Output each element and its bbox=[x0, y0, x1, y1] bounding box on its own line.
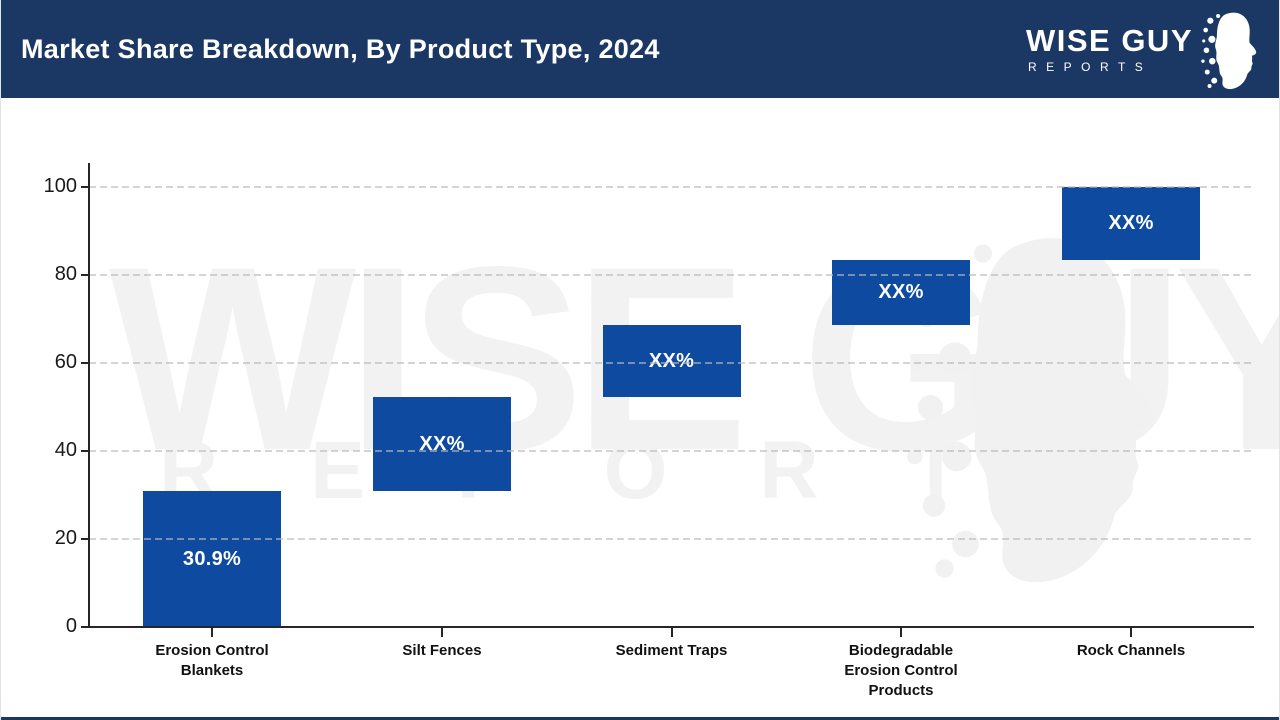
y-axis-tick bbox=[81, 186, 89, 188]
gridline bbox=[89, 450, 1254, 452]
x-axis-category-label: Sediment Traps bbox=[615, 642, 728, 659]
wiseguy-logo-text: WISE GUY REPORTS bbox=[1026, 25, 1193, 74]
bar-value-label: XX% bbox=[419, 432, 465, 455]
y-axis-tick-label: 20 bbox=[54, 527, 77, 549]
x-axis-category-label: Erosion Control Blankets bbox=[155, 642, 269, 679]
bar-value-label: 30.9% bbox=[182, 547, 242, 570]
y-axis-tick bbox=[81, 274, 89, 276]
x-axis-tick bbox=[670, 628, 673, 637]
bar-sediment-traps: XX% bbox=[602, 325, 741, 398]
wiseguy-logo-face-icon bbox=[1201, 12, 1257, 89]
x-axis-tick bbox=[1130, 628, 1132, 637]
x-axis-category-label: Biodegradable Erosion Control Products bbox=[844, 642, 958, 699]
y-axis-line bbox=[88, 163, 90, 628]
wiseguy-logo: WISE GUY REPORTS bbox=[1026, 9, 1257, 90]
bar-silt-fences: XX% bbox=[373, 397, 511, 492]
x-axis-tick bbox=[211, 628, 213, 637]
gridline bbox=[89, 538, 1254, 540]
y-axis-tick-label: 0 bbox=[65, 615, 77, 637]
y-axis-tick bbox=[81, 450, 89, 452]
bar-erosion-control-blankets: 30.9% bbox=[143, 491, 281, 627]
x-axis-tick bbox=[441, 628, 443, 637]
x-axis-line bbox=[88, 626, 1254, 628]
gridline bbox=[89, 362, 1254, 364]
y-axis-tick-label: 40 bbox=[54, 439, 77, 461]
y-axis-tick bbox=[81, 626, 89, 628]
x-axis-tick bbox=[900, 628, 902, 637]
y-axis-tick-label: 100 bbox=[43, 175, 77, 197]
chart-title: Market Share Breakdown, By Product Type,… bbox=[21, 33, 660, 64]
bar-rock-channels: XX% bbox=[1062, 187, 1200, 261]
gridline bbox=[89, 274, 1254, 276]
y-axis-tick-label: 60 bbox=[54, 351, 77, 373]
bar-biodegradable-erosion-control-products: XX% bbox=[832, 260, 970, 326]
bar-value-label: XX% bbox=[878, 281, 924, 304]
bar-value-label: XX% bbox=[648, 349, 695, 372]
header-bar: Market Share Breakdown, By Product Type,… bbox=[1, 0, 1279, 98]
y-axis-tick bbox=[81, 362, 89, 364]
y-axis-tick bbox=[81, 538, 89, 540]
x-axis-category-label: Silt Fences bbox=[402, 642, 482, 659]
logo-wordmark: WISE GUY bbox=[1025, 22, 1193, 58]
x-axis-category-label: Rock Channels bbox=[1076, 642, 1186, 659]
gridline bbox=[89, 186, 1254, 188]
logo-reports-text: REPORTS bbox=[1027, 59, 1153, 74]
footer-accent-strip bbox=[1, 717, 1279, 720]
bar-value-label: XX% bbox=[1108, 212, 1154, 235]
y-axis-tick-label: 80 bbox=[54, 263, 77, 285]
